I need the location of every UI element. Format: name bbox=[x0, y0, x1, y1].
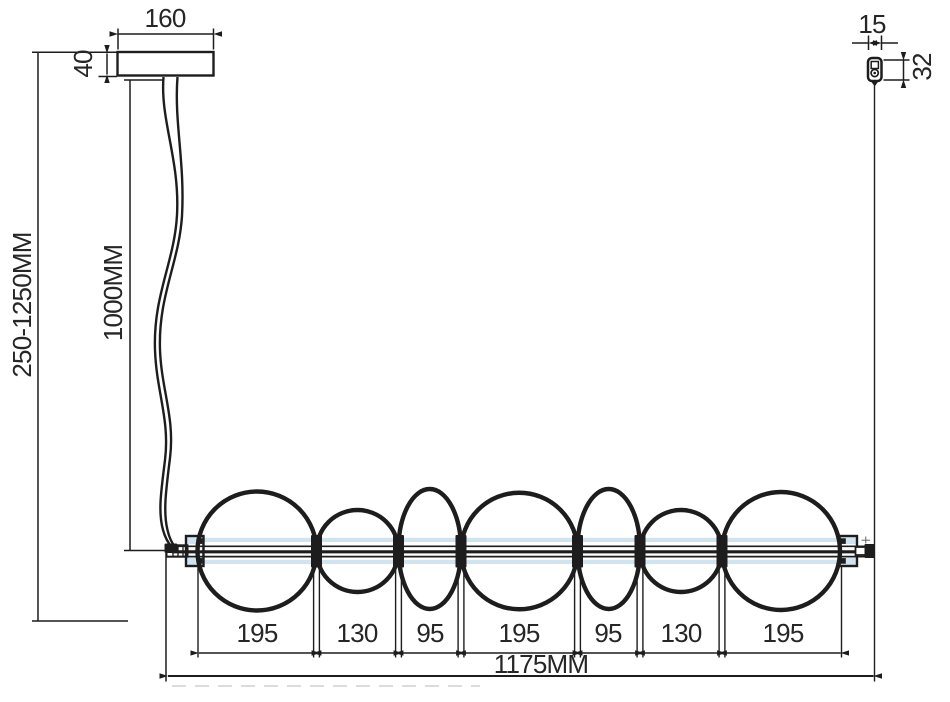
drop-range-dimension bbox=[32, 51, 128, 622]
right-mounting-rod bbox=[854, 536, 875, 558]
grip-width-label: 15 bbox=[858, 9, 886, 39]
fixture-bar bbox=[172, 545, 868, 558]
cable-length-label: 1000MM bbox=[98, 244, 128, 342]
segment-width-label: 130 bbox=[660, 618, 703, 648]
globe-tall bbox=[575, 486, 643, 612]
total-length-dimension bbox=[159, 553, 882, 682]
cap-fittings bbox=[197, 538, 846, 564]
grip-height-label: 32 bbox=[907, 53, 937, 81]
left-mounting-rod bbox=[165, 544, 189, 558]
canopy-height-dimension bbox=[98, 45, 117, 83]
segment-width-label: 95 bbox=[416, 618, 444, 648]
segment-width-label: 195 bbox=[498, 618, 541, 648]
segment-extension-lines bbox=[197, 567, 843, 658]
grip-height-dimension bbox=[883, 52, 910, 88]
globe-large bbox=[719, 489, 843, 613]
grip-width-dimension bbox=[852, 35, 898, 50]
total-length-label: 1175MM bbox=[493, 649, 589, 679]
drop-range-label: 250-1250MM bbox=[7, 232, 37, 378]
segment-width-label: 195 bbox=[762, 618, 805, 648]
canopy-width-label: 160 bbox=[144, 3, 187, 33]
dimension-lines bbox=[32, 28, 910, 682]
segment-width-label: 95 bbox=[594, 618, 622, 648]
canopy-width-dimension bbox=[109, 28, 222, 50]
suspension-cable bbox=[153, 76, 184, 549]
glass-tube bbox=[195, 537, 845, 564]
segment-width-label: 195 bbox=[236, 618, 279, 648]
wire-grip bbox=[866, 56, 883, 87]
segment-width-label: 130 bbox=[336, 618, 379, 648]
ceiling-canopy bbox=[116, 50, 215, 77]
canopy-height-label: 40 bbox=[68, 50, 98, 78]
globe-tall bbox=[396, 486, 464, 612]
cable-length-dimension bbox=[124, 79, 166, 552]
glass-globes bbox=[195, 486, 843, 613]
